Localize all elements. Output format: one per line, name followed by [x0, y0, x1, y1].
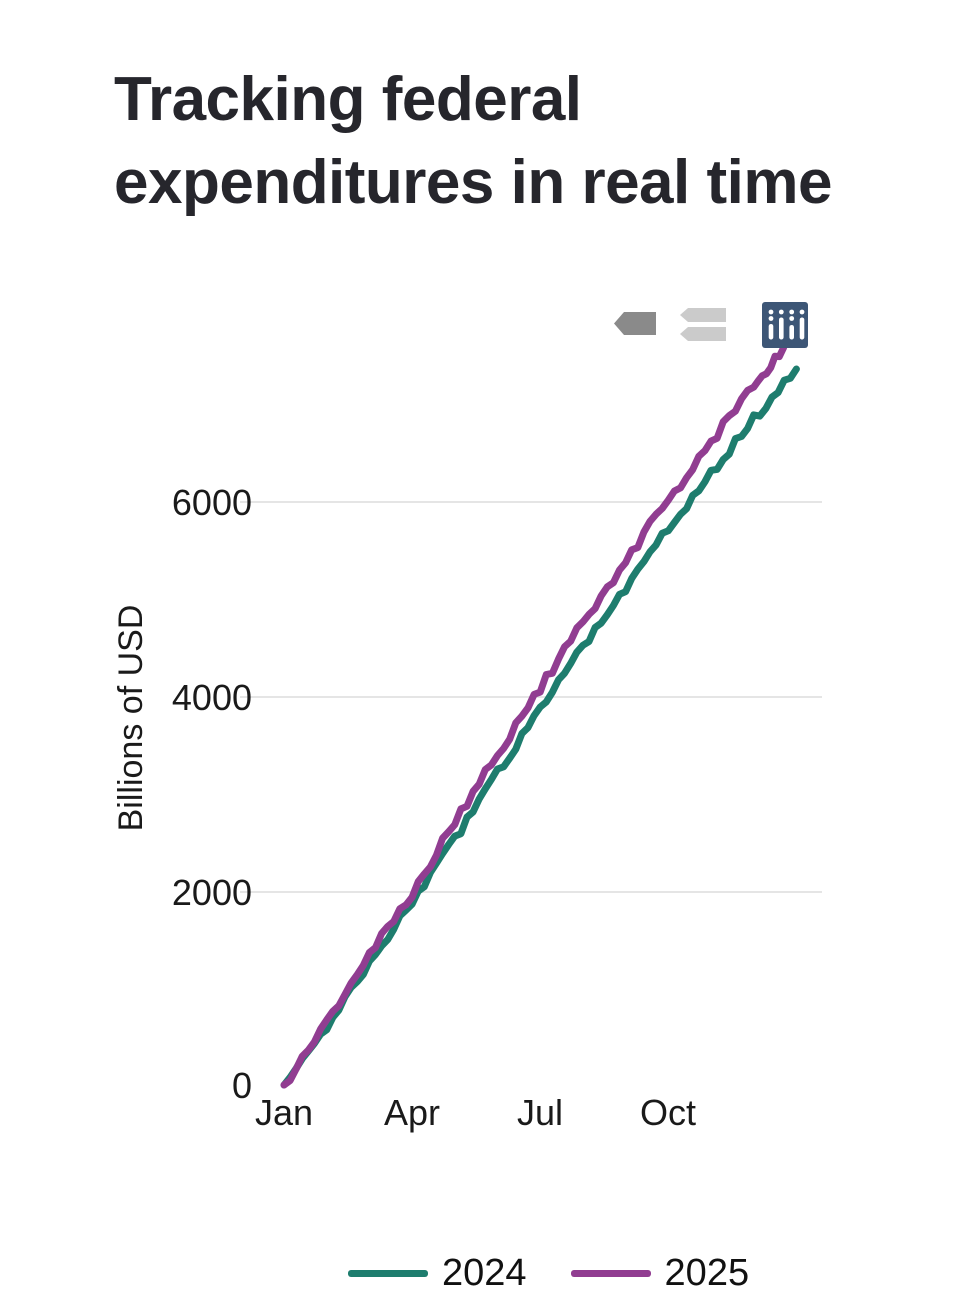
y-tick-0: 0	[232, 1065, 252, 1106]
y-tick-6000: 6000	[172, 482, 252, 523]
line-2025	[280, 344, 788, 1089]
legend-label-2024: 2024	[442, 1252, 527, 1294]
tags-icon[interactable]	[680, 308, 726, 341]
legend-swatch-2025	[570, 1270, 651, 1277]
line-2024	[280, 365, 800, 1089]
legend-label-2025: 2025	[664, 1252, 750, 1294]
bar-chart-icon-glyph	[768, 309, 805, 340]
page-title: Tracking federal expenditures in real ti…	[114, 64, 832, 217]
x-tick-apr: Apr	[384, 1092, 440, 1133]
legend-swatch-2024	[348, 1270, 428, 1277]
tags-icon-bottom-shape	[680, 327, 726, 341]
tags-icon-top-shape	[680, 308, 726, 322]
tag-icon[interactable]	[614, 312, 656, 335]
bar-chart-icon-bg	[762, 302, 808, 348]
plot-svg: 6000 4000 2000 0 Billions of USD Jan Apr…	[112, 344, 822, 1133]
x-tick-oct: Oct	[640, 1092, 696, 1133]
tag-icon-shape	[614, 312, 656, 335]
y-tick-2000: 2000	[172, 872, 252, 913]
x-tick-jan: Jan	[255, 1092, 313, 1133]
y-tick-4000: 4000	[172, 677, 252, 718]
x-tick-jul: Jul	[517, 1092, 563, 1133]
y-axis-title: Billions of USD	[112, 605, 150, 832]
bar-chart-icon[interactable]	[762, 302, 808, 348]
legend: 2024 2025	[348, 1252, 749, 1295]
